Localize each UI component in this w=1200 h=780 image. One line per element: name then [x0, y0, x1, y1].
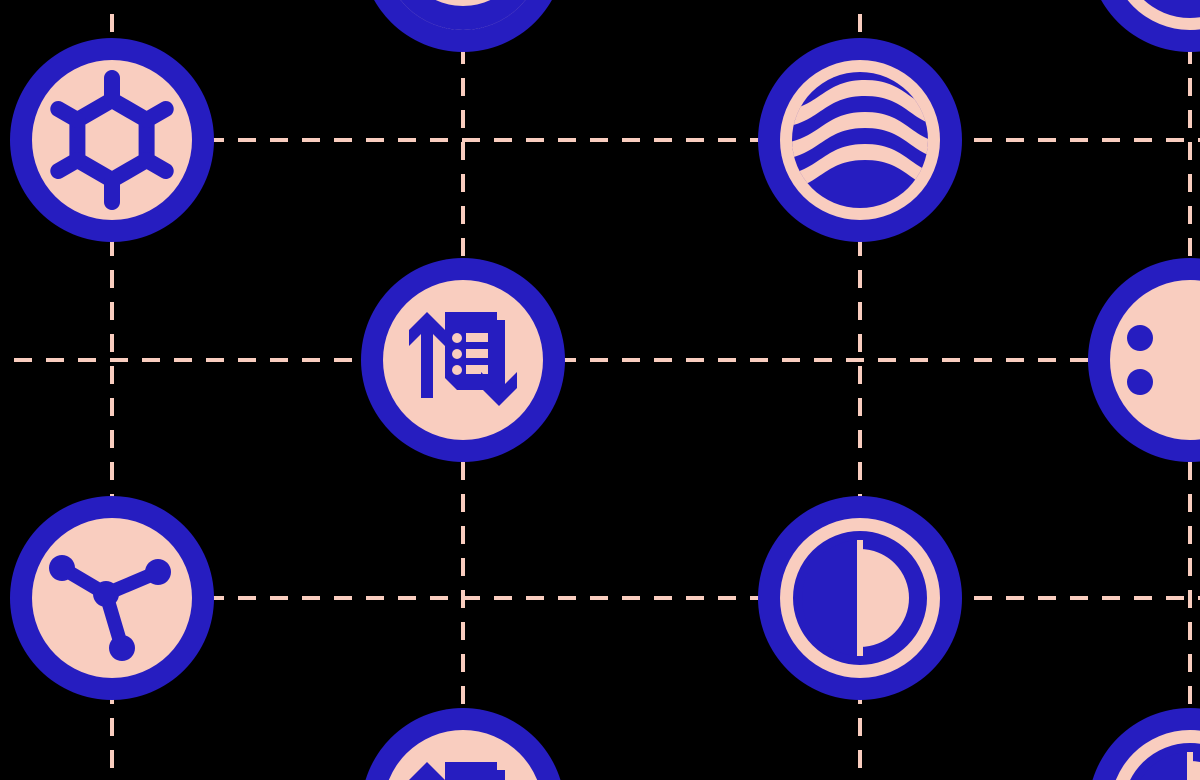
node-contrast: [758, 496, 962, 700]
node-branch: [10, 496, 214, 700]
node-wave-circle: [758, 38, 962, 242]
node-doc-arrows: [361, 258, 565, 462]
node-hex-gear: [10, 38, 214, 242]
diagram-svg: [0, 0, 1200, 780]
diagram-canvas: [0, 0, 1200, 780]
